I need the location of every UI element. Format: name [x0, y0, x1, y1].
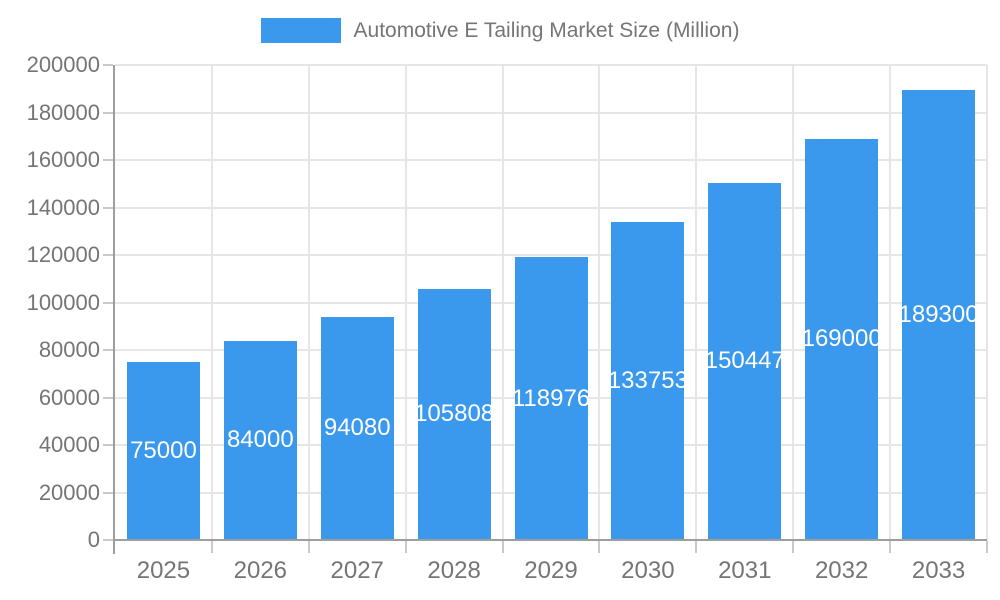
bar-value-label: 133753 [607, 367, 688, 395]
bar-value-label: 105808 [414, 400, 495, 428]
y-axis-tick [103, 301, 113, 304]
bar: 84000 [223, 340, 297, 540]
y-axis-tick [103, 206, 113, 209]
y-axis-label: 0 [87, 527, 100, 552]
bar: 75000 [126, 361, 200, 540]
x-axis-label: 2031 [718, 557, 772, 584]
y-axis-label: 160000 [26, 147, 100, 172]
vertical-gridline [792, 65, 795, 540]
y-axis-tick [103, 111, 113, 114]
horizontal-gridline [115, 206, 987, 209]
bar: 118976 [511, 257, 591, 540]
vertical-gridline [598, 65, 601, 540]
y-axis-tick [103, 539, 113, 541]
bar-value-label: 84000 [226, 426, 294, 454]
x-axis-tick [210, 541, 213, 553]
x-axis-tick [307, 541, 310, 553]
bar-value-label: 75000 [130, 436, 197, 464]
bar: 189300 [899, 90, 979, 540]
x-axis-line [113, 539, 987, 541]
vertical-gridline [986, 65, 988, 540]
y-axis-label: 60000 [38, 384, 100, 410]
y-axis-tick [103, 349, 113, 351]
horizontal-gridline [115, 254, 987, 256]
bar-value-label: 118976 [511, 384, 591, 412]
x-axis-tick [501, 541, 504, 553]
bar: 94080 [320, 316, 394, 540]
x-axis-tick [792, 541, 795, 553]
y-axis-tick [103, 491, 113, 494]
x-axis-label: 2029 [524, 557, 578, 584]
horizontal-gridline [115, 64, 987, 66]
bar-value-label: 169000 [801, 325, 882, 353]
x-axis-tick [404, 541, 407, 553]
horizontal-gridline [115, 159, 987, 161]
x-axis-label: 2030 [621, 557, 675, 584]
bar: 133753 [608, 222, 688, 540]
x-axis-tick [986, 541, 988, 553]
horizontal-gridline [115, 111, 987, 114]
bar-value-label: 94080 [323, 414, 391, 442]
y-axis-label: 80000 [38, 337, 100, 362]
legend-swatch [260, 18, 341, 43]
y-axis-tick [103, 159, 113, 161]
y-axis-label: 180000 [26, 99, 100, 125]
chart-legend: Automotive E Tailing Market Size (Millio… [0, 18, 1000, 43]
y-axis-tick [103, 254, 113, 256]
x-axis-tick [695, 541, 698, 553]
x-axis-label: 2033 [911, 557, 966, 584]
vertical-gridline [501, 65, 504, 540]
y-axis-tick [103, 444, 113, 446]
y-axis-label: 200000 [26, 52, 100, 77]
bar: 169000 [802, 138, 882, 540]
bar: 105808 [414, 288, 494, 540]
y-axis-label: 120000 [26, 242, 100, 267]
x-axis-label: 2027 [330, 557, 384, 584]
vertical-gridline [889, 65, 892, 540]
legend-label: Automotive E Tailing Market Size (Millio… [353, 18, 740, 42]
y-axis-line [113, 65, 115, 554]
bar-value-label: 150447 [704, 347, 785, 375]
x-axis-label: 2026 [233, 557, 288, 584]
y-axis-label: 100000 [26, 289, 100, 315]
y-axis-label: 40000 [38, 432, 100, 457]
vertical-gridline [695, 65, 698, 540]
x-axis-label: 2028 [427, 557, 481, 584]
x-axis-label: 2032 [814, 557, 869, 584]
y-axis-label: 140000 [26, 194, 100, 220]
vertical-gridline [210, 65, 213, 540]
y-axis-tick [103, 396, 113, 399]
y-axis-tick [103, 64, 113, 66]
bar-value-label: 189300 [898, 301, 979, 329]
x-axis-tick [598, 541, 601, 553]
bar: 150447 [705, 182, 785, 540]
vertical-gridline [404, 65, 407, 540]
x-axis-label: 2025 [136, 557, 191, 584]
plot-area: 75000 84000 94080 105808 118976 133753 150447 1… [103, 64, 988, 554]
y-axis-label: 20000 [38, 479, 100, 505]
vertical-gridline [307, 65, 310, 540]
x-axis-tick [889, 541, 892, 553]
